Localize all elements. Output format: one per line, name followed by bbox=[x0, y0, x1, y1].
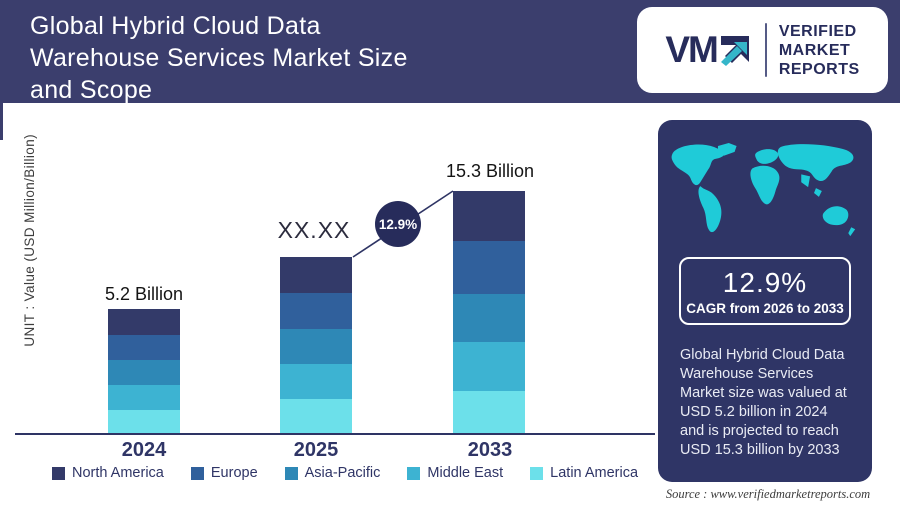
segment-north-america bbox=[280, 257, 352, 293]
bar-2033 bbox=[453, 191, 525, 433]
color-swatch bbox=[407, 466, 421, 480]
bar-value-2024: 5.2 Billion bbox=[104, 284, 184, 304]
segment-asia-pacific bbox=[108, 360, 180, 385]
bar-2025 bbox=[280, 257, 352, 433]
segment-middle-east bbox=[108, 385, 180, 410]
segment-north-america bbox=[108, 309, 180, 335]
source-attribution: Source : www.verifiedmarketreports.com bbox=[665, 487, 871, 501]
bar-value-2025: XX.XX bbox=[277, 217, 351, 243]
vmr-logo-letters: VM bbox=[665, 29, 718, 70]
legend-label: Latin America bbox=[550, 465, 639, 481]
cagr-range-label: CAGR from 2026 to 2033 bbox=[686, 300, 844, 316]
header-band: Global Hybrid Cloud Data Warehouse Servi… bbox=[0, 0, 900, 103]
chart-legend: North America Europe Asia-Pacific Middle Ea… bbox=[52, 465, 638, 481]
cagr-box: 12.9% CAGR from 2026 to 2033 bbox=[679, 257, 851, 325]
segment-latin-america bbox=[453, 391, 525, 433]
bar-2024 bbox=[108, 309, 180, 433]
vmr-logo-card: VM VERIFIED MARKET REPORTS bbox=[637, 7, 888, 93]
stacked-bar-chart: UNIT : Value (USD Million/Billion) 5.2 B… bbox=[0, 103, 660, 506]
segment-europe bbox=[453, 241, 525, 294]
chart-bars bbox=[0, 103, 660, 506]
x-tick-2025: 2025 bbox=[293, 439, 339, 461]
segment-europe bbox=[280, 293, 352, 329]
color-swatch bbox=[284, 466, 298, 480]
bar-value-2033: 15.3 Billion bbox=[445, 161, 535, 181]
cagr-value: 12.9% bbox=[722, 266, 808, 298]
title-line-2: Warehouse Services Market Size bbox=[30, 44, 408, 72]
legend-item-north-america: North America bbox=[52, 465, 164, 481]
segment-middle-east bbox=[280, 364, 352, 399]
color-swatch bbox=[530, 466, 544, 480]
legend-item-europe: Europe bbox=[190, 465, 258, 481]
title-line-3: and Scope bbox=[30, 76, 153, 103]
segment-asia-pacific bbox=[280, 329, 352, 364]
logo-wordmark: VERIFIED MARKET REPORTS bbox=[779, 22, 860, 79]
segment-latin-america bbox=[280, 399, 352, 433]
x-tick-2024: 2024 bbox=[121, 439, 167, 461]
legend-item-middle-east: Middle East bbox=[407, 465, 503, 481]
title-line-1: Global Hybrid Cloud Data bbox=[30, 12, 321, 40]
logo-word-3: REPORTS bbox=[778, 60, 860, 78]
arrow-up-right-icon bbox=[720, 36, 749, 66]
world-map-icon bbox=[671, 143, 856, 237]
color-swatch bbox=[190, 466, 204, 480]
segment-europe bbox=[108, 335, 180, 360]
left-edge-accent bbox=[0, 103, 3, 140]
page-title: Global Hybrid Cloud Data Warehouse Servi… bbox=[30, 10, 408, 103]
color-swatch bbox=[52, 466, 65, 480]
x-tick-2033: 2033 bbox=[467, 439, 513, 461]
summary-panel: 12.9% CAGR from 2026 to 2033 Global Hybr… bbox=[658, 120, 872, 482]
logo-word-2: MARKET bbox=[778, 41, 851, 59]
legend-label: Asia-Pacific bbox=[304, 465, 381, 481]
legend-item-latin-america: Latin America bbox=[530, 465, 638, 481]
logo-word-1: VERIFIED bbox=[778, 22, 857, 40]
segment-north-america bbox=[453, 191, 525, 241]
vmr-logo-mark: VM bbox=[665, 29, 753, 71]
segment-asia-pacific bbox=[453, 294, 525, 342]
market-summary-text: Global Hybrid Cloud Data Warehouse Servi… bbox=[680, 347, 847, 458]
segment-latin-america bbox=[108, 410, 180, 433]
x-axis-line bbox=[15, 433, 655, 435]
legend-item-asia-pacific: Asia-Pacific bbox=[284, 465, 381, 481]
logo-divider bbox=[764, 23, 767, 77]
legend-label: Europe bbox=[210, 465, 258, 481]
segment-middle-east bbox=[453, 342, 525, 391]
legend-label: North America bbox=[72, 465, 164, 481]
legend-label: Middle East bbox=[427, 465, 504, 481]
